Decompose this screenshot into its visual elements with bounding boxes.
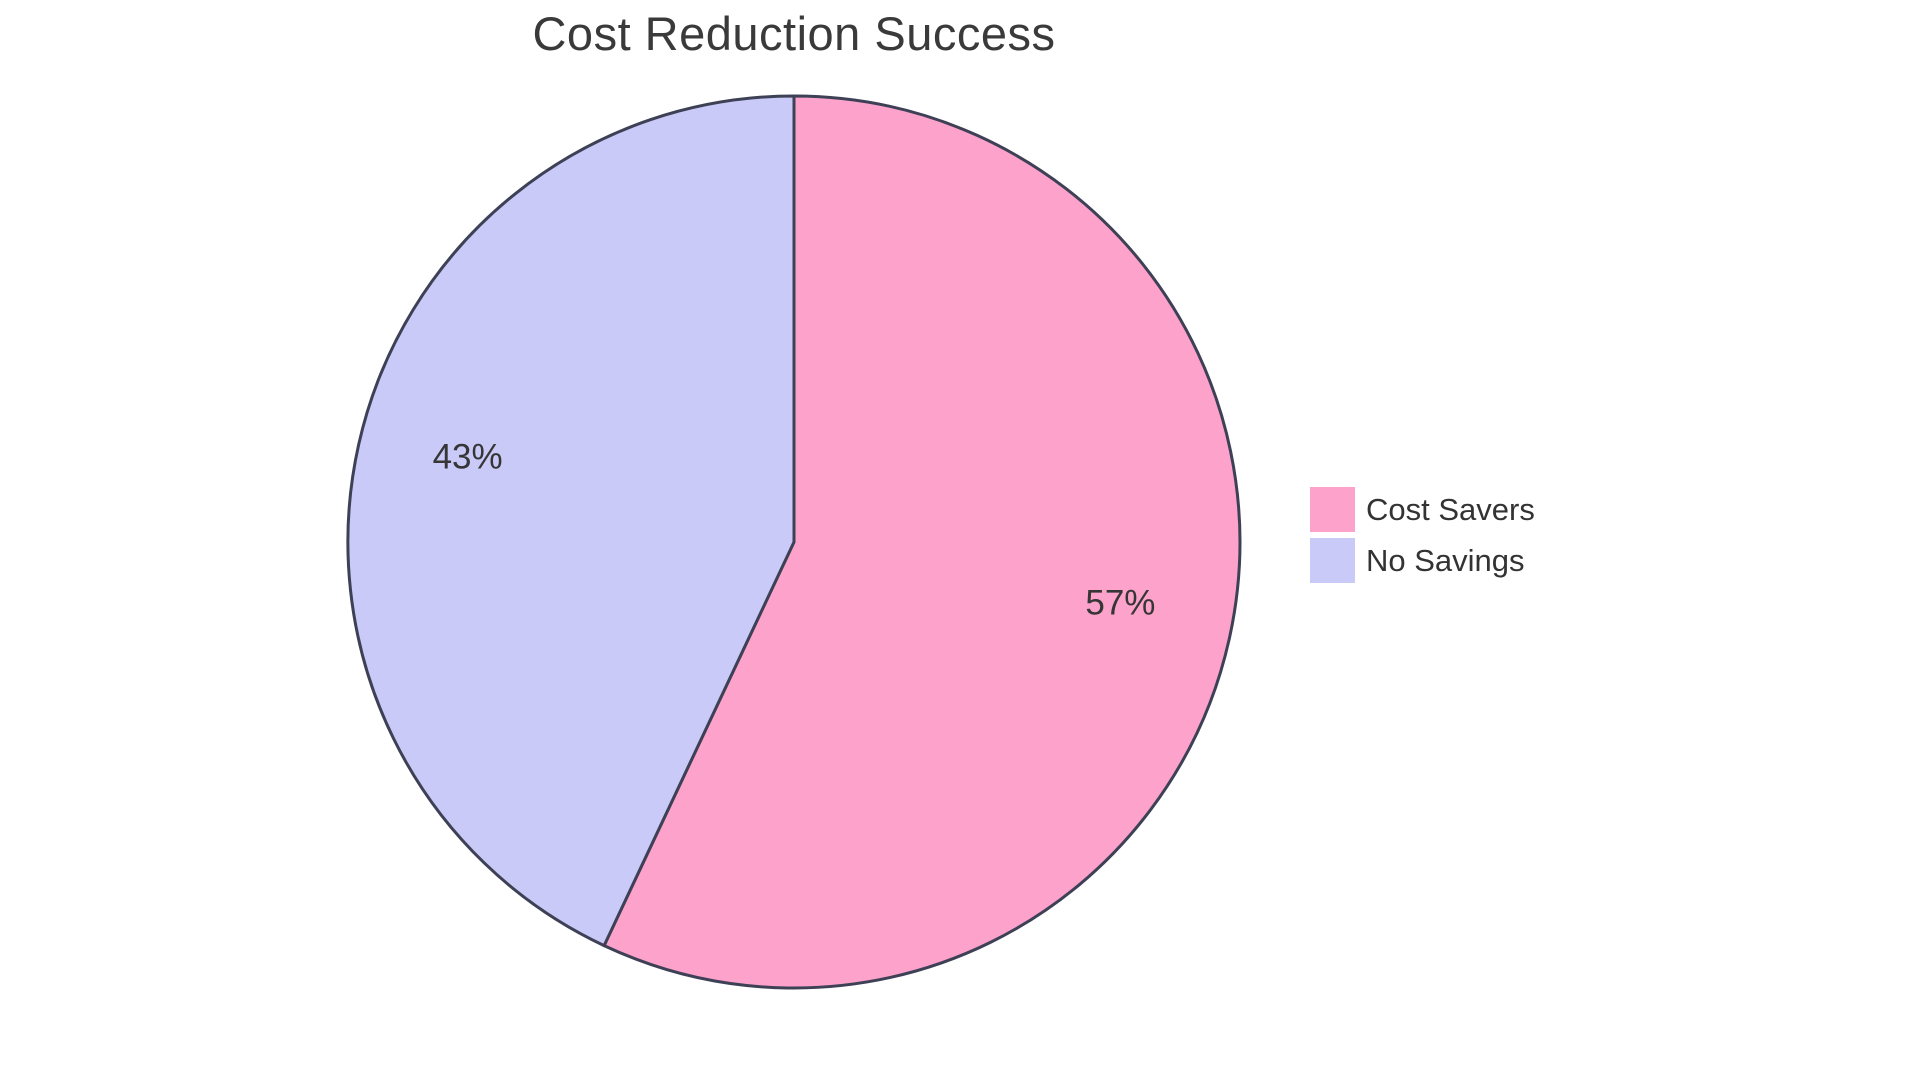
legend-label-no-savings: No Savings	[1366, 542, 1525, 578]
pie-percent-label-cost-savers: 57%	[1085, 584, 1155, 623]
legend-swatch-no-savings	[1310, 538, 1355, 583]
legend-item-cost-savers: Cost Savers	[1310, 487, 1535, 532]
legend-swatch-cost-savers	[1310, 487, 1355, 532]
pie-labels-group: 57% 43%	[433, 438, 1156, 623]
legend: Cost Savers No Savings	[1310, 487, 1535, 583]
legend-item-no-savings: No Savings	[1310, 538, 1535, 583]
legend-label-cost-savers: Cost Savers	[1366, 491, 1535, 527]
chart-title: Cost Reduction Success	[532, 7, 1056, 60]
pie-slice-cost-savers	[602, 94, 1242, 990]
pie-slices-group	[346, 94, 1242, 990]
pie-slice-no-savings	[346, 94, 796, 948]
pie-percent-label-no-savings: 43%	[433, 438, 503, 477]
